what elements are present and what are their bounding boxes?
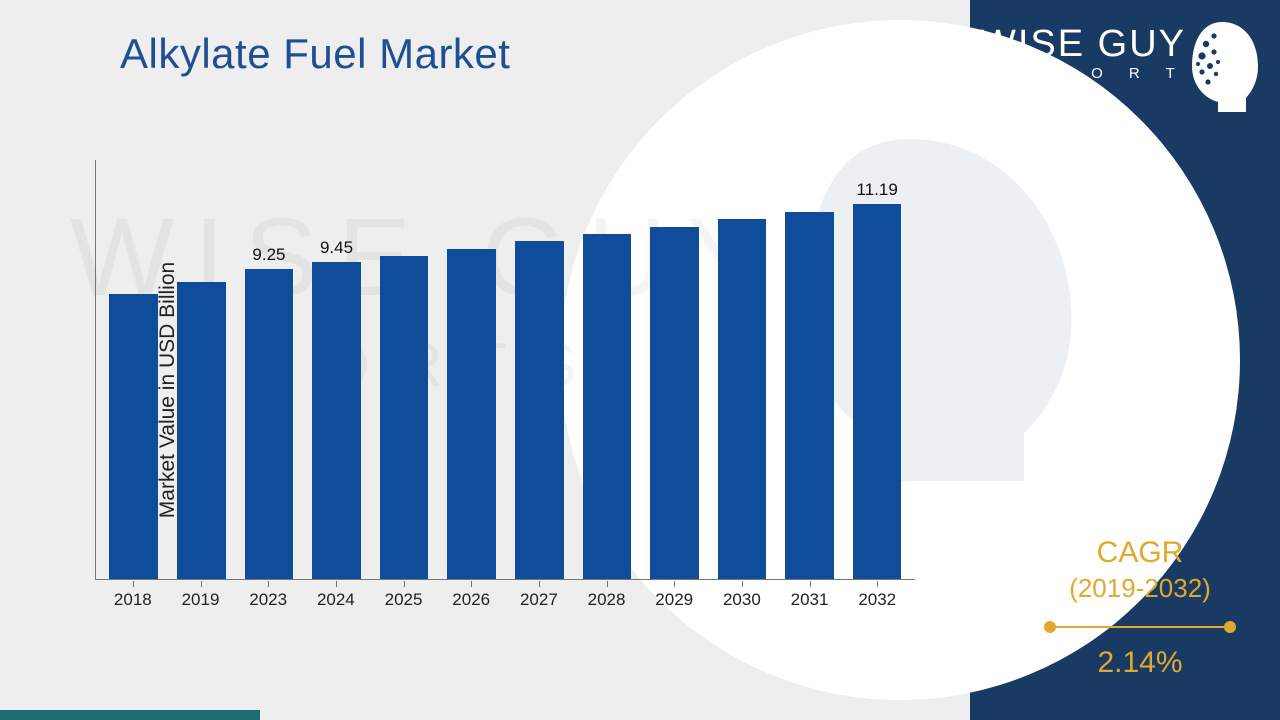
bars-container: 9.25 9.45 11.19 xyxy=(96,160,915,579)
bar-slot xyxy=(100,160,168,579)
x-tick-text: 2024 xyxy=(317,590,355,609)
x-tick-text: 2023 xyxy=(249,590,287,609)
cagr-label: CAGR xyxy=(1030,535,1250,571)
x-tick-mark xyxy=(201,581,202,587)
x-tick-text: 2019 xyxy=(182,590,220,609)
bar-value-label: 9.25 xyxy=(252,245,285,265)
bar-slot xyxy=(708,160,776,579)
x-tick-text: 2027 xyxy=(520,590,558,609)
x-tick-mark xyxy=(674,581,675,587)
x-tick-label: 2032 xyxy=(843,582,911,620)
bar xyxy=(853,204,902,579)
cagr-divider xyxy=(1050,626,1230,628)
bar-slot xyxy=(168,160,236,579)
cagr-period: (2019-2032) xyxy=(1030,573,1250,604)
bar-value-label: 9.45 xyxy=(320,238,353,258)
brand-logo: WISE GUY R E P O R T S xyxy=(980,25,1260,115)
x-tick-text: 2031 xyxy=(791,590,829,609)
divider-dot-left-icon xyxy=(1044,621,1056,633)
x-tick-label: 2031 xyxy=(776,582,844,620)
x-tick-text: 2030 xyxy=(723,590,761,609)
bar xyxy=(312,262,361,579)
bottom-accent-bar xyxy=(0,710,260,720)
x-tick-label: 2026 xyxy=(437,582,505,620)
x-tick-label: 2018 xyxy=(99,582,167,620)
x-tick-text: 2029 xyxy=(655,590,693,609)
x-tick-text: 2025 xyxy=(385,590,423,609)
chart-title: Alkylate Fuel Market xyxy=(120,30,510,78)
bar xyxy=(245,269,294,579)
x-tick-text: 2026 xyxy=(452,590,490,609)
bar xyxy=(109,294,158,579)
x-tick-mark xyxy=(268,581,269,587)
bar xyxy=(447,249,496,580)
bar-slot: 11.19 xyxy=(843,160,911,579)
plot-area: 9.25 9.45 11.19 xyxy=(95,160,915,580)
x-tick-mark xyxy=(471,581,472,587)
x-tick-mark xyxy=(877,581,878,587)
bar xyxy=(650,227,699,579)
x-tick-mark xyxy=(133,581,134,587)
x-tick-label: 2027 xyxy=(505,582,573,620)
x-tick-label: 2030 xyxy=(708,582,776,620)
bar xyxy=(785,212,834,579)
bar-slot xyxy=(505,160,573,579)
bar xyxy=(515,241,564,579)
x-tick-mark xyxy=(607,581,608,587)
cagr-block: CAGR (2019-2032) 2.14% xyxy=(1030,535,1250,680)
bar-slot xyxy=(641,160,709,579)
bar xyxy=(718,219,767,579)
x-tick-label: 2028 xyxy=(573,582,641,620)
x-tick-label: 2029 xyxy=(640,582,708,620)
x-tick-mark xyxy=(539,581,540,587)
bar-slot xyxy=(370,160,438,579)
bar xyxy=(583,234,632,579)
x-tick-label: 2024 xyxy=(302,582,370,620)
bar-value-label: 11.19 xyxy=(857,180,898,200)
bar-slot xyxy=(438,160,506,579)
divider-dot-right-icon xyxy=(1224,621,1236,633)
bar-slot xyxy=(573,160,641,579)
bar xyxy=(380,256,429,579)
x-tick-label: 2019 xyxy=(167,582,235,620)
bar xyxy=(177,282,226,579)
x-tick-label: 2025 xyxy=(370,582,438,620)
logo-head-icon xyxy=(1180,20,1260,115)
x-tick-mark xyxy=(810,581,811,587)
x-tick-mark xyxy=(336,581,337,587)
cagr-value: 2.14% xyxy=(1030,646,1250,680)
bar-slot: 9.45 xyxy=(303,160,371,579)
x-tick-mark xyxy=(742,581,743,587)
x-axis-labels: 2018 2019 2023 2024 2025 2026 2027 2028 2029 2030… xyxy=(95,582,915,620)
chart-canvas: WISE GUY REPORTS Alkylate Fuel Market WI… xyxy=(0,0,1280,720)
bar-slot xyxy=(776,160,844,579)
x-tick-text: 2028 xyxy=(588,590,626,609)
x-tick-label: 2023 xyxy=(234,582,302,620)
x-tick-text: 2032 xyxy=(858,590,896,609)
bar-chart: Market Value in USD Billion 9.259.4511.1… xyxy=(45,160,915,620)
x-tick-text: 2018 xyxy=(114,590,152,609)
x-tick-mark xyxy=(404,581,405,587)
bar-slot: 9.25 xyxy=(235,160,303,579)
